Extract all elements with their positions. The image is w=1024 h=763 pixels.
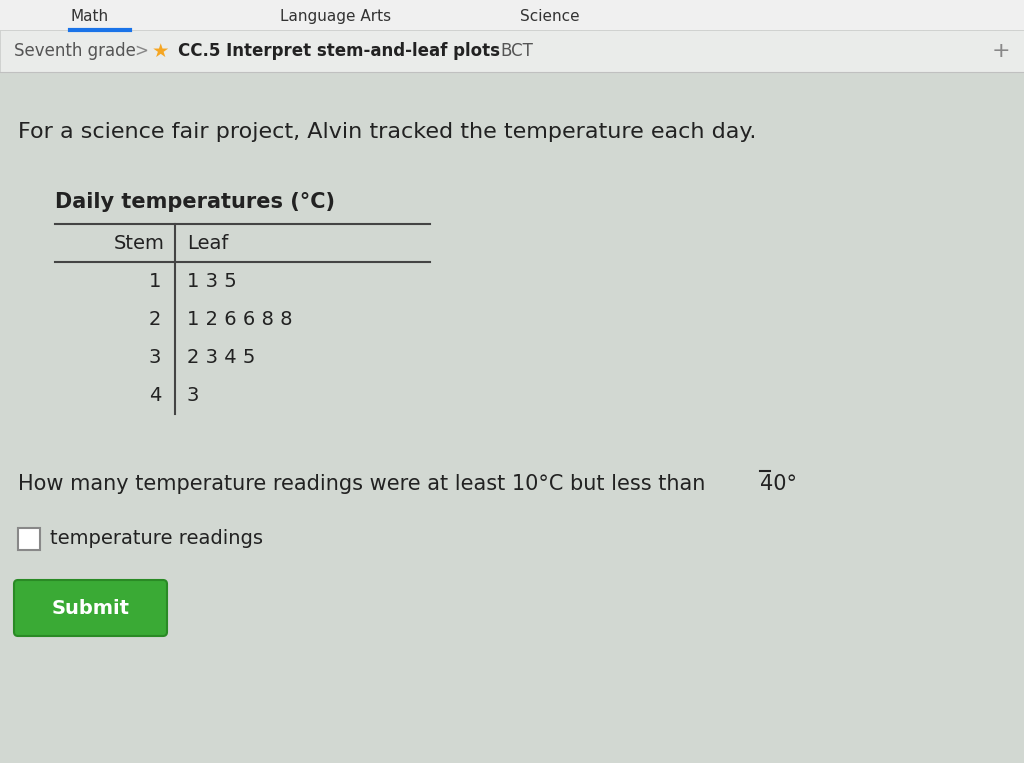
Text: 4: 4	[148, 385, 161, 404]
Text: ★: ★	[152, 41, 170, 60]
Bar	[0, 0, 1024, 30]
Text: 40°: 40°	[760, 474, 797, 494]
Text: 3: 3	[187, 385, 200, 404]
Text: Submit: Submit	[51, 598, 129, 617]
Text: 1 3 5: 1 3 5	[187, 272, 237, 291]
Text: >: >	[134, 42, 148, 60]
Text: 2: 2	[148, 310, 161, 329]
Text: 1 2 6 6 8 8: 1 2 6 6 8 8	[187, 310, 293, 329]
Text: How many temperature readings were at least 10°C but less than: How many temperature readings were at le…	[18, 474, 712, 494]
Text: +: +	[991, 41, 1010, 61]
Text: For a science fair project, Alvin tracked the temperature each day.: For a science fair project, Alvin tracke…	[18, 122, 757, 142]
Text: 3: 3	[148, 347, 161, 366]
Text: Stem: Stem	[114, 233, 165, 253]
Text: BCT: BCT	[500, 42, 532, 60]
Text: 1: 1	[148, 272, 161, 291]
Text: temperature readings: temperature readings	[50, 530, 263, 549]
Text: Seventh grade: Seventh grade	[14, 42, 136, 60]
Text: Science: Science	[520, 8, 580, 24]
Text: Language Arts: Language Arts	[280, 8, 391, 24]
Text: Math: Math	[70, 8, 109, 24]
Bar	[0, 30, 1024, 72]
Bar	[18, 528, 40, 550]
Text: CC.5 Interpret stem-and-leaf plots: CC.5 Interpret stem-and-leaf plots	[178, 42, 500, 60]
Text: Leaf: Leaf	[187, 233, 228, 253]
Text: 2 3 4 5: 2 3 4 5	[187, 347, 255, 366]
Text: Daily temperatures (°C): Daily temperatures (°C)	[55, 192, 335, 212]
FancyBboxPatch shape	[14, 580, 167, 636]
